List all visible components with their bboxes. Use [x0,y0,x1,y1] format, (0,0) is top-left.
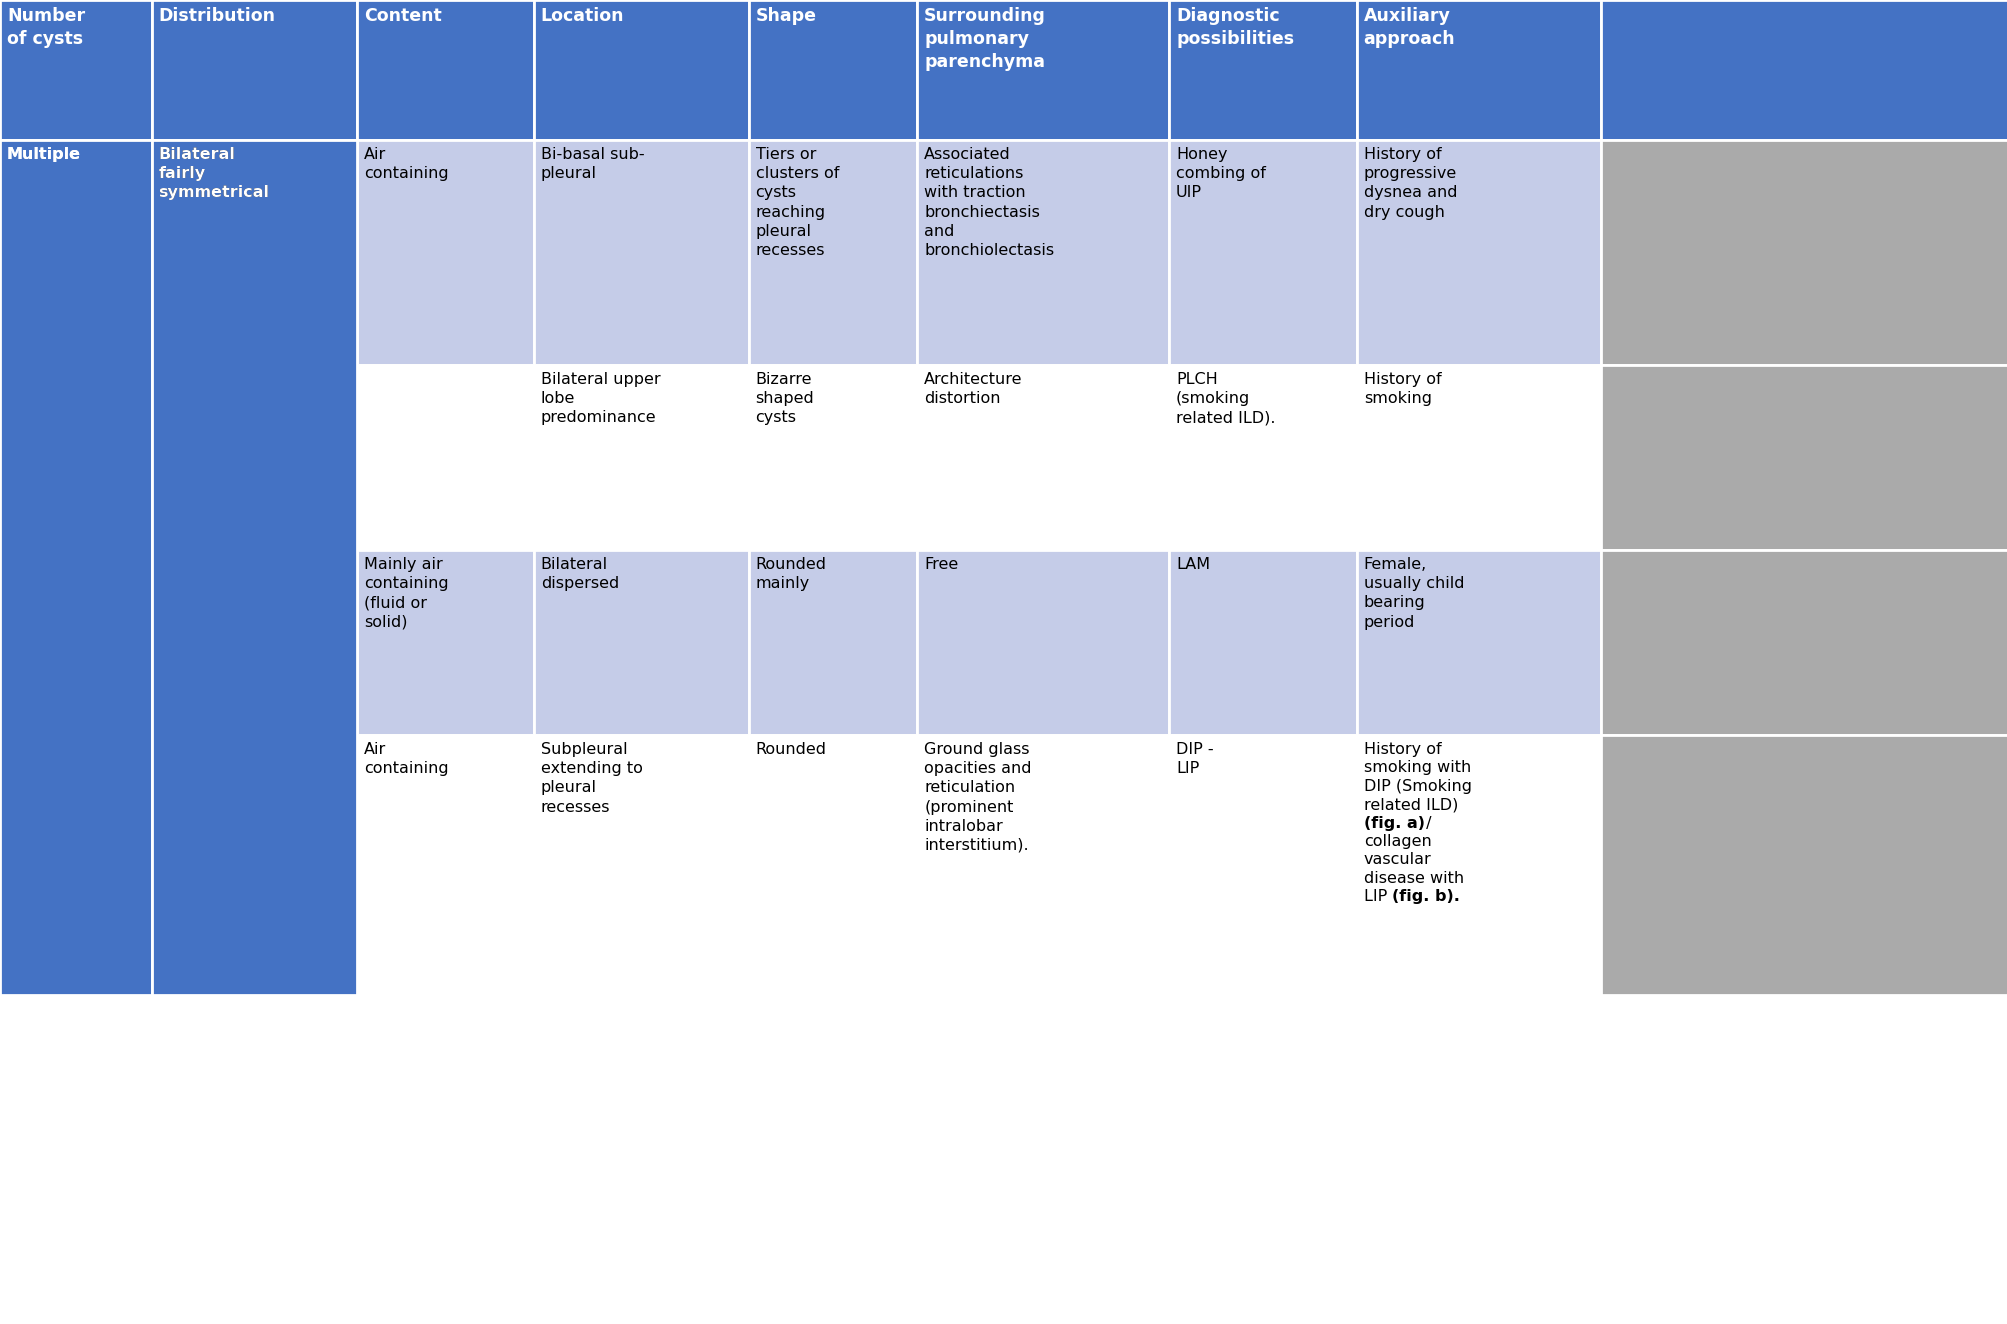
Text: (fig. a): (fig. a) [1363,816,1425,830]
Text: Location: Location [540,7,624,25]
Text: Female,
usually child
bearing
period: Female, usually child bearing period [1363,557,1465,630]
Bar [534,549,749,735]
Bar [357,549,534,735]
Bar [153,549,357,735]
Bar [749,549,917,735]
Bar [1602,549,2007,735]
Bar [1168,0,1357,140]
Bar [357,735,534,996]
Text: Bilateral
fairly
symmetrical: Bilateral fairly symmetrical [159,147,269,200]
Text: Bi-basal sub-
pleural: Bi-basal sub- pleural [540,147,644,181]
Bar [534,0,749,140]
Bar [534,365,749,549]
Bar [917,365,1168,549]
Bar [0,0,153,140]
Bar [153,735,357,996]
Text: Architecture
distortion: Architecture distortion [923,372,1024,406]
Text: Bilateral upper
lobe
predominance: Bilateral upper lobe predominance [540,372,660,425]
Text: disease with: disease with [1363,871,1463,886]
Bar [749,735,917,996]
Text: Content: Content [363,7,442,25]
Text: Mainly air
containing
(fluid or
solid): Mainly air containing (fluid or solid) [363,557,450,630]
Bar [1357,549,1602,735]
Text: Multiple: Multiple [6,147,80,162]
Text: Tiers or
clusters of
cysts
reaching
pleural
recesses: Tiers or clusters of cysts reaching pleu… [755,147,839,258]
Text: PLCH
(smoking
related ILD).: PLCH (smoking related ILD). [1176,372,1276,425]
Text: vascular: vascular [1363,853,1431,867]
Bar [1602,140,2007,365]
Text: Bilateral
dispersed: Bilateral dispersed [540,557,618,592]
Text: Rounded: Rounded [755,741,827,757]
Bar [749,365,917,549]
Bar [749,140,917,365]
Text: Multiple: Multiple [6,147,80,162]
Text: Rounded
mainly: Rounded mainly [755,557,827,592]
Text: DIP (Smoking: DIP (Smoking [1363,779,1471,794]
Text: Air
containing: Air containing [363,147,450,181]
Bar [0,549,153,735]
Bar [0,735,153,996]
Text: History of
smoking: History of smoking [1363,372,1441,406]
Bar [357,365,534,549]
Bar [1168,140,1357,365]
Text: Distribution: Distribution [159,7,275,25]
Bar [1357,735,1602,996]
Text: Surrounding
pulmonary
parenchyma: Surrounding pulmonary parenchyma [923,7,1046,70]
Bar [153,140,357,996]
Bar [153,365,357,549]
Text: Ground glass
opacities and
reticulation
(prominent
intralobar
interstitium).: Ground glass opacities and reticulation … [923,741,1032,853]
Text: History of
progressive
dysnea and
dry cough: History of progressive dysnea and dry co… [1363,147,1457,220]
Bar [917,735,1168,996]
Bar [0,140,153,996]
Bar [1168,365,1357,549]
Text: collagen: collagen [1363,834,1431,849]
Bar [153,140,357,365]
Bar [917,549,1168,735]
Bar [1602,365,2007,549]
Bar [1357,365,1602,549]
Text: Free: Free [923,557,959,572]
Text: Air
containing: Air containing [363,741,450,776]
Text: Bizarre
shaped
cysts: Bizarre shaped cysts [755,372,815,425]
Bar [917,140,1168,365]
Bar [1357,0,1602,140]
Bar [357,0,534,140]
Bar [1602,0,2007,140]
Bar [749,0,917,140]
Text: LAM: LAM [1176,557,1210,572]
Bar [0,365,153,549]
Text: Associated
reticulations
with traction
bronchiectasis
and
bronchiolectasis: Associated reticulations with traction b… [923,147,1054,258]
Text: (fig. b).: (fig. b). [1393,890,1461,904]
Bar [1602,735,2007,996]
Text: Honey
combing of
UIP: Honey combing of UIP [1176,147,1266,200]
Bar [917,0,1168,140]
Text: smoking with: smoking with [1363,760,1471,776]
Bar [534,735,749,996]
Text: Subpleural
extending to
pleural
recesses: Subpleural extending to pleural recesses [540,741,642,814]
Bar [1168,549,1357,735]
Text: /: / [1421,816,1431,830]
Bar [0,140,153,365]
Text: Auxiliary
approach: Auxiliary approach [1363,7,1455,48]
Bar [357,140,534,365]
Text: Shape: Shape [755,7,817,25]
Text: Number
of cysts: Number of cysts [6,7,84,48]
Text: History of: History of [1363,741,1441,757]
Bar [1168,735,1357,996]
Text: Diagnostic
possibilities: Diagnostic possibilities [1176,7,1295,48]
Bar [153,0,357,140]
Text: Bilateral
fairly
symmetrical: Bilateral fairly symmetrical [159,147,269,200]
Bar [1357,140,1602,365]
Bar [534,140,749,365]
Text: DIP -
LIP: DIP - LIP [1176,741,1214,776]
Text: LIP: LIP [1363,890,1393,904]
Text: related ILD): related ILD) [1363,797,1459,812]
